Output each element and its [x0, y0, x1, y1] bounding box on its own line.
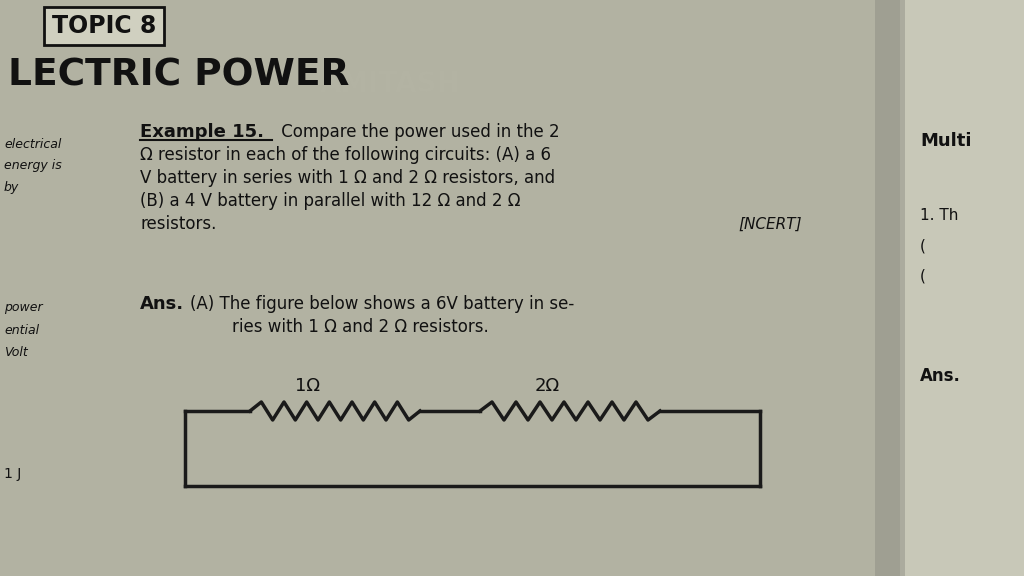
FancyBboxPatch shape — [44, 7, 164, 45]
Text: Example 15.: Example 15. — [140, 123, 264, 141]
Bar — [874, 0, 905, 576]
Text: 1Ω: 1Ω — [295, 377, 319, 395]
Text: (: ( — [920, 268, 926, 283]
Text: V battery in series with 1 Ω and 2 Ω resistors, and: V battery in series with 1 Ω and 2 Ω res… — [140, 169, 555, 187]
Text: LECTRIC POWER: LECTRIC POWER — [8, 58, 349, 94]
Text: 1. Th: 1. Th — [920, 209, 958, 223]
Text: ential: ential — [4, 324, 39, 336]
Text: electrical: electrical — [4, 138, 61, 150]
Text: energy is: energy is — [4, 160, 61, 172]
Text: (B) a 4 V battery in parallel with 12 Ω and 2 Ω: (B) a 4 V battery in parallel with 12 Ω … — [140, 192, 520, 210]
Bar — [900, 0, 1024, 576]
Text: Volt: Volt — [4, 346, 28, 358]
Text: (: ( — [920, 238, 926, 253]
Text: (A) The figure below shows a 6V battery in se-: (A) The figure below shows a 6V battery … — [190, 295, 574, 313]
Text: resistors.: resistors. — [140, 215, 216, 233]
Text: Ans.: Ans. — [920, 367, 961, 385]
Text: Multi: Multi — [920, 132, 972, 150]
Text: Ans.: Ans. — [140, 295, 184, 313]
Text: ries with 1 Ω and 2 Ω resistors.: ries with 1 Ω and 2 Ω resistors. — [190, 318, 488, 336]
Text: 1 J: 1 J — [4, 467, 22, 481]
Text: [NCERT]: [NCERT] — [738, 217, 802, 232]
Text: TOPIC 8: TOPIC 8 — [52, 14, 157, 38]
Text: Compare the power used in the 2: Compare the power used in the 2 — [276, 123, 560, 141]
Text: 2Ω: 2Ω — [535, 377, 560, 395]
Text: by: by — [4, 181, 19, 195]
Text: Ω resistor in each of the following circuits: (A) a 6: Ω resistor in each of the following circ… — [140, 146, 551, 164]
Text: AMITASH: AMITASH — [319, 70, 461, 98]
Text: power: power — [4, 301, 43, 314]
Bar — [0, 0, 900, 576]
